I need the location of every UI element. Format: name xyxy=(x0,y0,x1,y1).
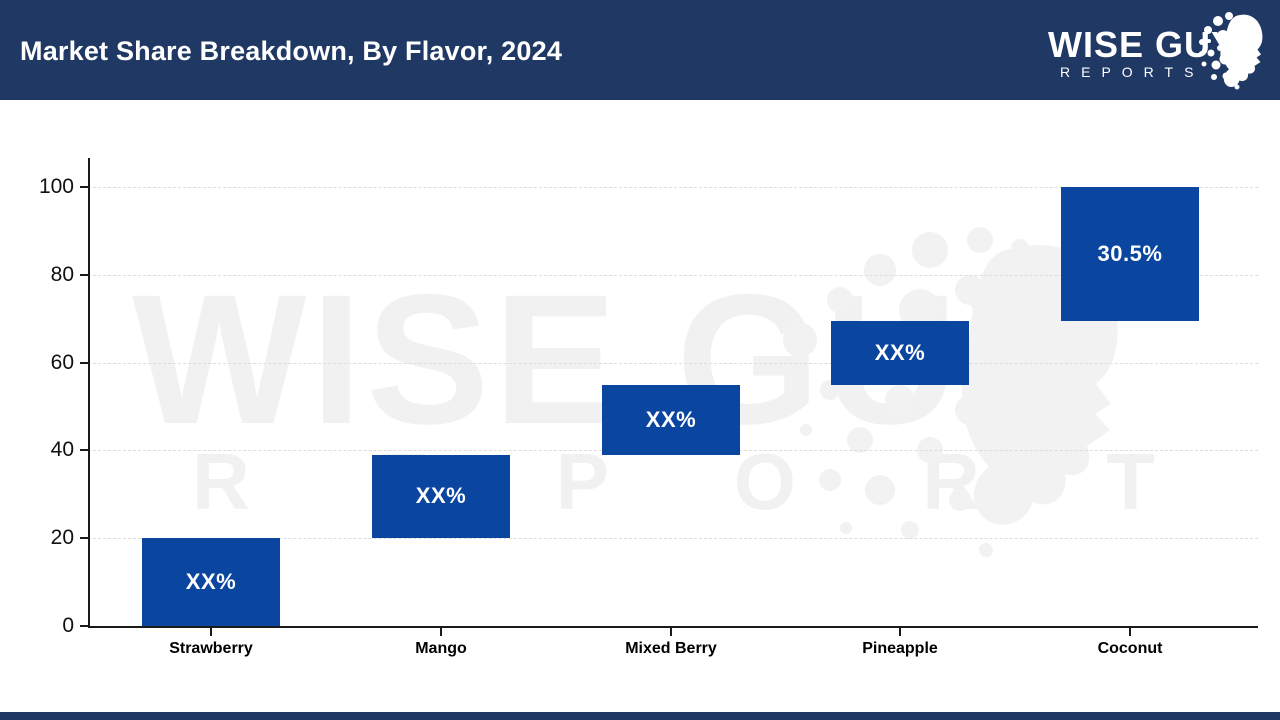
x-category-label-4: Coconut xyxy=(1097,640,1163,657)
bar-value-label: XX% xyxy=(415,483,467,509)
gridline-100 xyxy=(88,187,1258,188)
chart-area: WISE GUY R E P O R T S 0 20 xyxy=(0,100,1280,713)
x-axis-tick-4 xyxy=(1129,628,1131,636)
y-axis-tick-80 xyxy=(80,273,88,276)
y-axis-tick-40 xyxy=(80,449,88,452)
gridline-80 xyxy=(88,274,1258,276)
y-axis-tick-20 xyxy=(80,537,88,540)
header-bar: Market Share Breakdown, By Flavor, 2024 … xyxy=(0,0,1280,100)
bar-value-label: XX% xyxy=(874,339,926,365)
y-axis-label-80: 80 xyxy=(50,262,74,286)
y-axis-tick-60 xyxy=(80,361,88,364)
page-title: Market Share Breakdown, By Flavor, 2024 xyxy=(20,36,563,66)
logo-face-icon xyxy=(1199,12,1263,90)
logo-secondary-text: REPORTS xyxy=(1060,64,1205,80)
bar-coconut: 30.5% xyxy=(1061,187,1199,321)
bar-value-label: XX% xyxy=(645,406,697,432)
x-category-label-1: Mango xyxy=(415,640,467,657)
x-axis-tick-2 xyxy=(670,628,672,636)
x-category-label-3: Pineapple xyxy=(862,640,938,657)
y-axis-label-100: 100 xyxy=(38,175,74,198)
y-axis-label-40: 40 xyxy=(50,438,74,462)
x-axis-tick-0 xyxy=(210,628,212,636)
y-axis-label-0: 0 xyxy=(62,614,74,637)
bar-value-label: 30.5% xyxy=(1097,240,1163,266)
bar-strawberry: XX% xyxy=(142,538,280,626)
y-axis-label-20: 20 xyxy=(50,526,74,550)
x-category-label-2: Mixed Berry xyxy=(625,640,717,657)
bar-value-label: XX% xyxy=(185,569,237,595)
y-axis-tick-100 xyxy=(80,186,88,188)
bar-pineapple: XX% xyxy=(831,320,969,385)
y-axis-label-60: 60 xyxy=(50,350,74,374)
x-category-label-0: Strawberry xyxy=(169,640,253,657)
x-axis-tick-3 xyxy=(899,628,901,636)
bar-mango: XX% xyxy=(372,454,510,539)
x-axis-spine xyxy=(88,626,1258,628)
brand-logo: WISE GUY REPORTS xyxy=(1018,6,1268,94)
gridline-60 xyxy=(88,362,1258,364)
x-axis-tick-1 xyxy=(440,628,442,636)
bar-mixed-berry: XX% xyxy=(602,384,740,455)
footer-bar xyxy=(0,712,1280,720)
y-axis-spine xyxy=(88,158,90,628)
logo-primary-text: WISE GUY xyxy=(1048,24,1237,65)
gridline-20 xyxy=(88,538,1258,540)
y-axis-tick-0 xyxy=(80,625,88,627)
